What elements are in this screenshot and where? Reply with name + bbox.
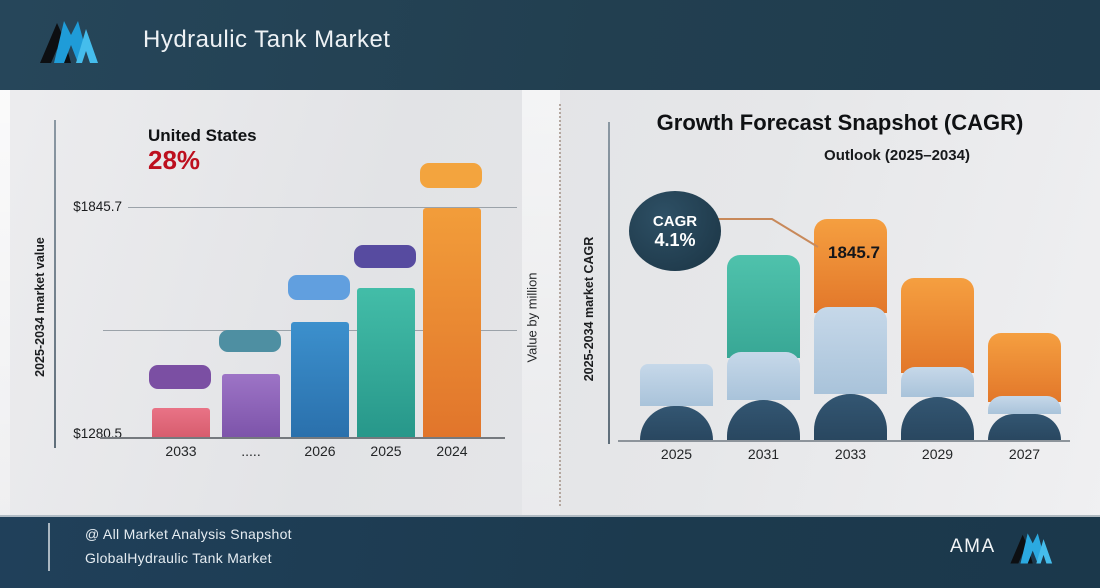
- right-chart-y-axis: [608, 122, 610, 444]
- value-bar-.....: [222, 374, 280, 437]
- x-label-.....: .....: [241, 443, 261, 459]
- left-chart-y-axis-label: 2025-2034 market value: [33, 237, 47, 377]
- segment-top: [901, 278, 974, 373]
- left-chart-y-axis: [54, 120, 56, 448]
- stacked-bar-2033: [814, 219, 887, 440]
- segment-top: [727, 255, 800, 358]
- footer-bar: [0, 515, 1100, 588]
- segment-mid: [988, 396, 1061, 414]
- floating-cap-2024: [420, 163, 482, 188]
- floating-cap-2025: [354, 245, 416, 268]
- stacked-bar-2031: [727, 255, 800, 440]
- segment-dome: [901, 397, 974, 440]
- floating-cap-.....: [219, 330, 281, 352]
- stacked-bar-2027: [988, 333, 1061, 440]
- segment-top: [988, 333, 1061, 402]
- footer-market-text: GlobalHydraulic Tank Market: [85, 550, 272, 566]
- left-chart-x-axis: [100, 437, 505, 439]
- floating-cap-2033: [149, 365, 211, 389]
- segment-mid: [814, 307, 887, 394]
- x-label-2031: 2031: [747, 446, 780, 462]
- gridline-top: [128, 207, 517, 208]
- x-label-2025: 2025: [660, 446, 693, 462]
- segment-dome: [727, 400, 800, 440]
- right-chart-y-axis-label: 2025-2034 market CAGR: [582, 236, 596, 382]
- center-highlight: [522, 90, 560, 515]
- x-label-2025: 2025: [370, 443, 402, 459]
- right-chart-title: Growth Forecast Snapshot (CAGR): [656, 110, 1024, 135]
- value-bar-2033: [152, 408, 210, 437]
- page-title: Hydraulic Tank Market: [143, 26, 391, 53]
- right-chart-subtitle: Outlook (2025–2034): [824, 147, 970, 164]
- x-label-2026: 2026: [304, 443, 336, 459]
- footer-brand-text: AMA: [950, 536, 996, 557]
- value-bar-2026: [291, 322, 349, 437]
- floating-cap-2026: [288, 275, 350, 300]
- left-chart-secondary-axis-label: Value by million: [524, 272, 540, 363]
- segment-dome: [988, 414, 1061, 440]
- segment-mid: [640, 364, 713, 406]
- x-label-2027: 2027: [1008, 446, 1041, 462]
- panel-divider: [559, 104, 561, 506]
- right-chart-x-axis: [618, 440, 1070, 442]
- value-bar-2024: [423, 208, 481, 437]
- x-label-2033: 2033: [165, 443, 197, 459]
- footer-ama-logo-icon: [1010, 533, 1053, 564]
- stacked-bar-2025: [640, 364, 713, 440]
- y-tick-top: $1845.7: [73, 199, 122, 214]
- stacked-bar-2029: [901, 278, 974, 440]
- left-edge-highlight: [0, 90, 10, 515]
- footer-divider-line: [48, 523, 50, 571]
- region-label: United States: [148, 126, 257, 145]
- ama-logo-icon: [40, 21, 98, 63]
- cagr-badge: CAGR 4.1%: [629, 191, 721, 271]
- segment-dome: [814, 394, 887, 440]
- badge-connector-line: [718, 218, 819, 248]
- peak-value-label: 1845.7: [828, 243, 880, 262]
- segment-mid: [727, 352, 800, 400]
- segment-top: [814, 219, 887, 313]
- cagr-badge-label: CAGR: [652, 212, 698, 230]
- value-bar-2025: [357, 288, 415, 437]
- cagr-badge-value: 4.1%: [654, 229, 696, 250]
- footer-snapshot-text: @ All Market Analysis Snapshot: [85, 526, 292, 542]
- header-bar: [0, 0, 1100, 90]
- segment-dome: [640, 406, 713, 440]
- x-label-2033: 2033: [834, 446, 867, 462]
- x-label-2029: 2029: [921, 446, 954, 462]
- segment-mid: [901, 367, 974, 397]
- region-share-value: 28%: [148, 145, 201, 175]
- x-label-2024: 2024: [436, 443, 468, 459]
